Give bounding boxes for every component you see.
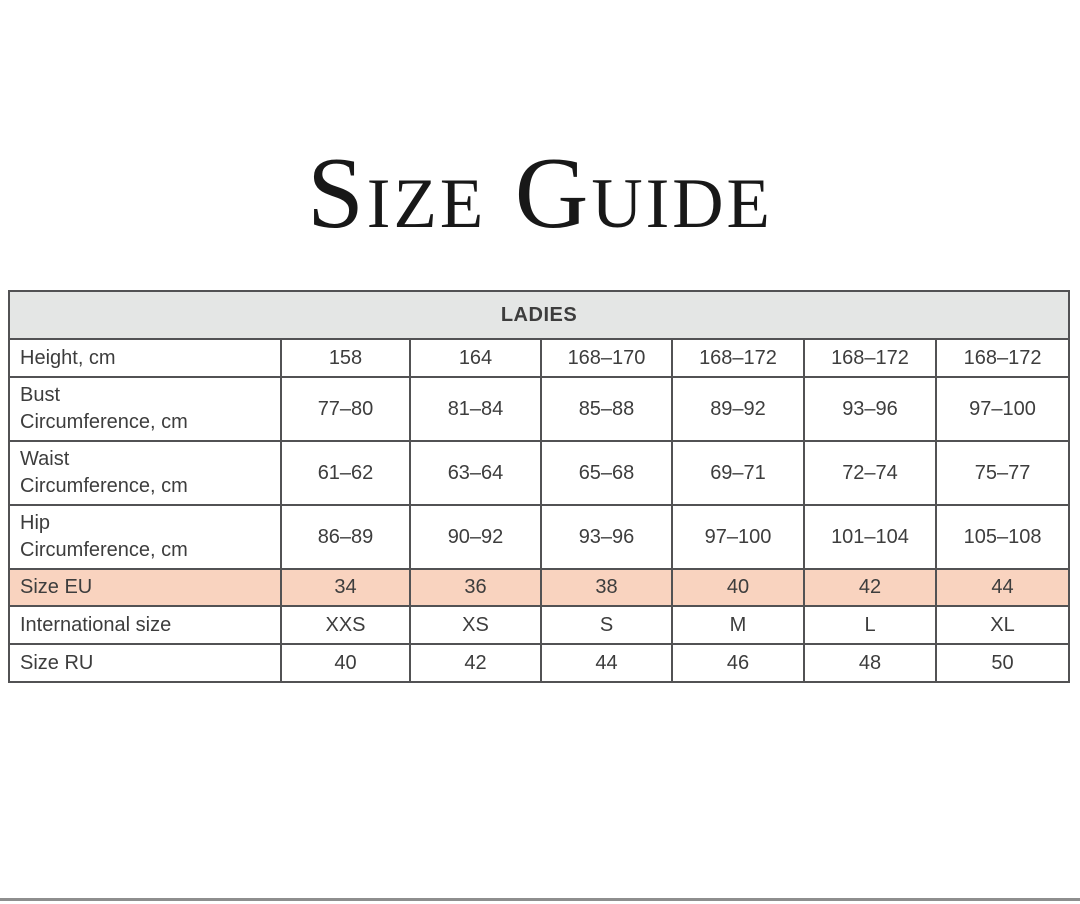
size-value: 50 — [934, 643, 1071, 683]
size-value: 97–100 — [671, 504, 805, 570]
row-label: Size EU — [8, 568, 282, 607]
page-title: Size Guide — [307, 137, 773, 250]
size-value: 168–172 — [803, 338, 937, 378]
table-row-hip: Hip Circumference, cm 86–89 90–92 93–96 … — [8, 504, 1071, 570]
size-value: 38 — [540, 568, 673, 607]
size-value: 85–88 — [540, 376, 673, 442]
size-value: 65–68 — [540, 440, 673, 506]
size-value: 101–104 — [803, 504, 937, 570]
size-value: 44 — [540, 643, 673, 683]
size-value: 44 — [934, 568, 1071, 607]
size-value: 89–92 — [671, 376, 805, 442]
size-value: 168–170 — [540, 338, 673, 378]
size-value: S — [540, 605, 673, 645]
bottom-edge-bar — [0, 898, 1080, 901]
table-group-header-row: LADIES — [7, 290, 1071, 340]
size-value: 61–62 — [280, 440, 411, 506]
table-row-size-ru: Size RU 40 42 44 46 48 50 — [8, 643, 1071, 683]
size-value: 42 — [409, 643, 542, 683]
group-header-ladies: LADIES — [7, 290, 1071, 340]
size-value: 86–89 — [280, 504, 411, 570]
row-label: Height, cm — [8, 338, 282, 378]
size-value: XS — [409, 605, 542, 645]
row-label: International size — [8, 605, 282, 645]
size-value: 164 — [409, 338, 542, 378]
size-value: 69–71 — [671, 440, 805, 506]
size-value: 90–92 — [409, 504, 542, 570]
row-label: Bust Circumference, cm — [8, 376, 282, 442]
size-value: 72–74 — [803, 440, 937, 506]
table-row-size-eu: Size EU 34 36 38 40 42 44 — [8, 568, 1071, 607]
size-value: 48 — [803, 643, 937, 683]
table-row-height: Height, cm 158 164 168–170 168–172 168–1… — [8, 338, 1071, 378]
table-row-bust: Bust Circumference, cm 77–80 81–84 85–88… — [8, 376, 1071, 442]
size-value: M — [671, 605, 805, 645]
size-value: 34 — [280, 568, 411, 607]
size-guide-table: LADIES Height, cm 158 164 168–170 168–17… — [7, 290, 1071, 683]
size-value: 75–77 — [934, 440, 1071, 506]
row-label: Waist Circumference, cm — [8, 440, 282, 506]
row-label: Size RU — [8, 643, 282, 683]
size-value: 46 — [671, 643, 805, 683]
size-value: 93–96 — [803, 376, 937, 442]
size-value: 40 — [280, 643, 411, 683]
row-label: Hip Circumference, cm — [8, 504, 282, 570]
size-value: XL — [934, 605, 1071, 645]
table-row-international-size: International size XXS XS S M L XL — [8, 605, 1071, 645]
size-value: 168–172 — [934, 338, 1071, 378]
size-value: 77–80 — [280, 376, 411, 442]
size-value: 158 — [280, 338, 411, 378]
size-value: 40 — [671, 568, 805, 607]
size-value: 97–100 — [934, 376, 1071, 442]
size-value: 42 — [803, 568, 937, 607]
size-value: L — [803, 605, 937, 645]
size-value: 36 — [409, 568, 542, 607]
table-row-waist: Waist Circumference, cm 61–62 63–64 65–6… — [8, 440, 1071, 506]
size-value: 81–84 — [409, 376, 542, 442]
size-value: 105–108 — [934, 504, 1071, 570]
size-value: XXS — [280, 605, 411, 645]
size-value: 93–96 — [540, 504, 673, 570]
size-value: 168–172 — [671, 338, 805, 378]
size-value: 63–64 — [409, 440, 542, 506]
